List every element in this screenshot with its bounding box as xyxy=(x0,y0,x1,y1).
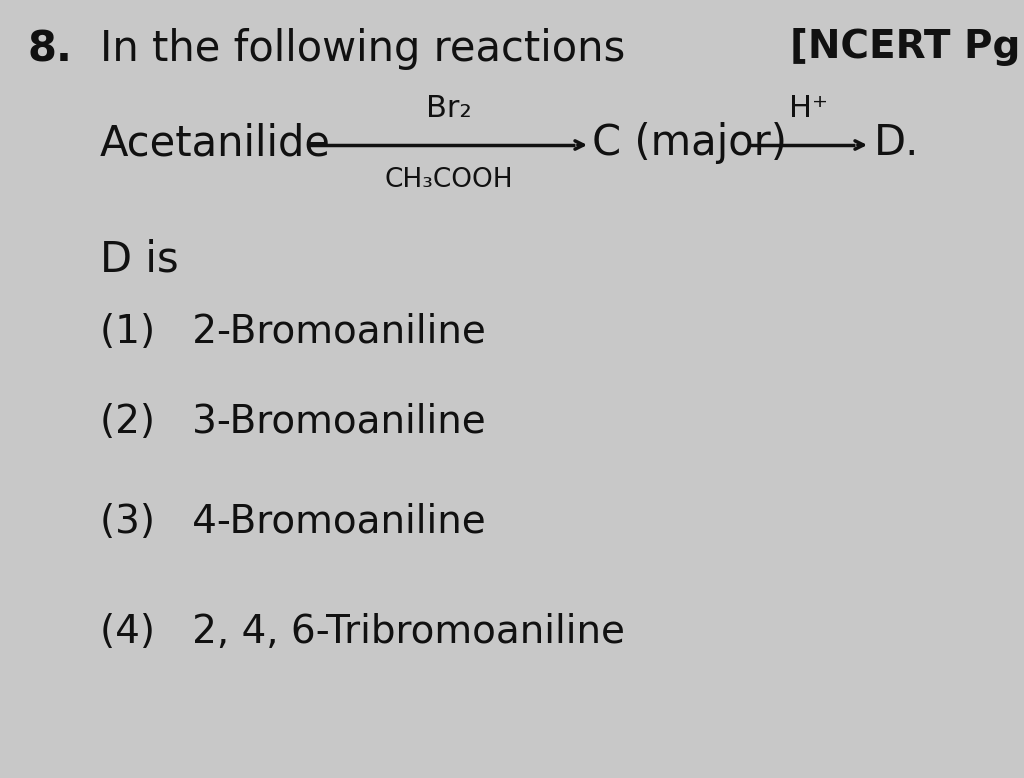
Text: D.: D. xyxy=(874,122,920,164)
Text: 8.: 8. xyxy=(28,28,73,70)
Text: (4)   2, 4, 6-Tribromoaniline: (4) 2, 4, 6-Tribromoaniline xyxy=(100,613,625,651)
Text: D is: D is xyxy=(100,238,178,280)
Text: (2)   3-Bromoaniline: (2) 3-Bromoaniline xyxy=(100,403,485,441)
Text: (3)   4-Bromoaniline: (3) 4-Bromoaniline xyxy=(100,503,485,541)
Text: In the following reactions: In the following reactions xyxy=(100,28,626,70)
Text: [NCERT Pg: [NCERT Pg xyxy=(790,28,1020,66)
Text: Br₂: Br₂ xyxy=(426,94,472,123)
Text: (1)   2-Bromoaniline: (1) 2-Bromoaniline xyxy=(100,313,485,351)
Text: H⁺: H⁺ xyxy=(790,94,828,123)
Text: CH₃COOH: CH₃COOH xyxy=(385,167,513,193)
Text: C (major): C (major) xyxy=(592,122,787,164)
Text: Acetanilide: Acetanilide xyxy=(100,122,331,164)
